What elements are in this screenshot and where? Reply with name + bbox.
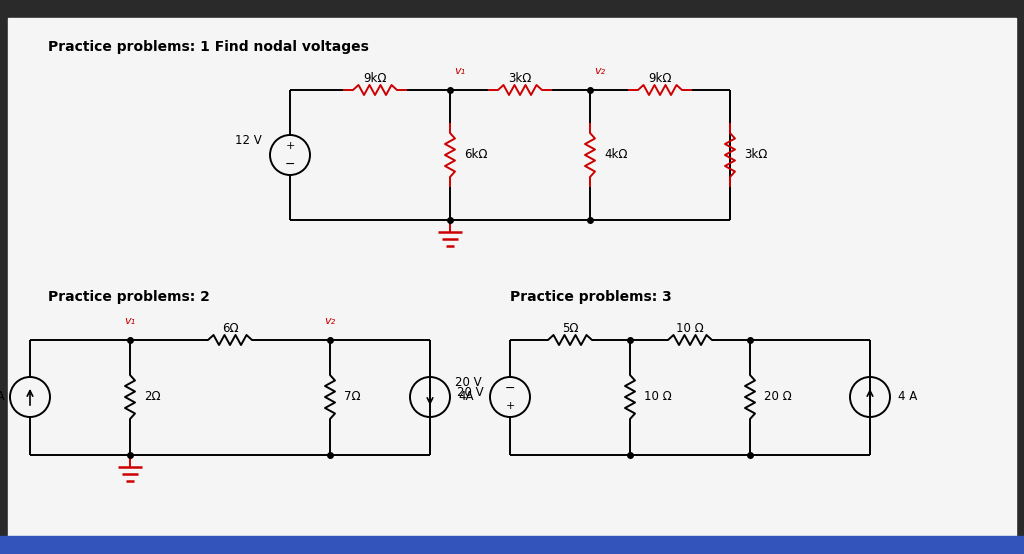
- Text: 9kΩ: 9kΩ: [648, 71, 672, 85]
- Text: 6Ω: 6Ω: [221, 321, 239, 335]
- Text: 3kΩ: 3kΩ: [508, 71, 531, 85]
- Text: 20 Ω: 20 Ω: [764, 391, 792, 403]
- Text: 20 V: 20 V: [458, 387, 484, 399]
- Bar: [0, 536, 1024, 554]
- Text: 20 V: 20 V: [456, 377, 482, 389]
- Text: 9kΩ: 9kΩ: [364, 71, 387, 85]
- Text: 10 Ω: 10 Ω: [644, 391, 672, 403]
- Text: Practice problems: 2: Practice problems: 2: [48, 290, 210, 304]
- Text: 4kΩ: 4kΩ: [604, 148, 628, 162]
- Text: v₂: v₂: [594, 66, 605, 76]
- Text: v₁: v₁: [454, 66, 465, 76]
- Text: 10 Ω: 10 Ω: [676, 321, 703, 335]
- Text: +: +: [505, 401, 515, 411]
- Text: +: +: [286, 141, 295, 151]
- Text: 2Ω: 2Ω: [144, 391, 161, 403]
- Text: 6kΩ: 6kΩ: [464, 148, 487, 162]
- Text: −: −: [285, 157, 295, 171]
- Text: Practice problems: 3: Practice problems: 3: [510, 290, 672, 304]
- Text: Practice problems: 1 Find nodal voltages: Practice problems: 1 Find nodal voltages: [48, 40, 369, 54]
- Text: 1A: 1A: [0, 391, 5, 403]
- Text: 3kΩ: 3kΩ: [744, 148, 767, 162]
- Text: 12 V: 12 V: [236, 135, 262, 147]
- Text: v₂: v₂: [325, 316, 336, 326]
- Text: v₁: v₁: [125, 316, 135, 326]
- Text: 4A: 4A: [458, 391, 473, 403]
- Text: 7Ω: 7Ω: [344, 391, 360, 403]
- Text: 4 A: 4 A: [898, 391, 918, 403]
- Text: −: −: [505, 382, 515, 394]
- Text: 5Ω: 5Ω: [562, 321, 579, 335]
